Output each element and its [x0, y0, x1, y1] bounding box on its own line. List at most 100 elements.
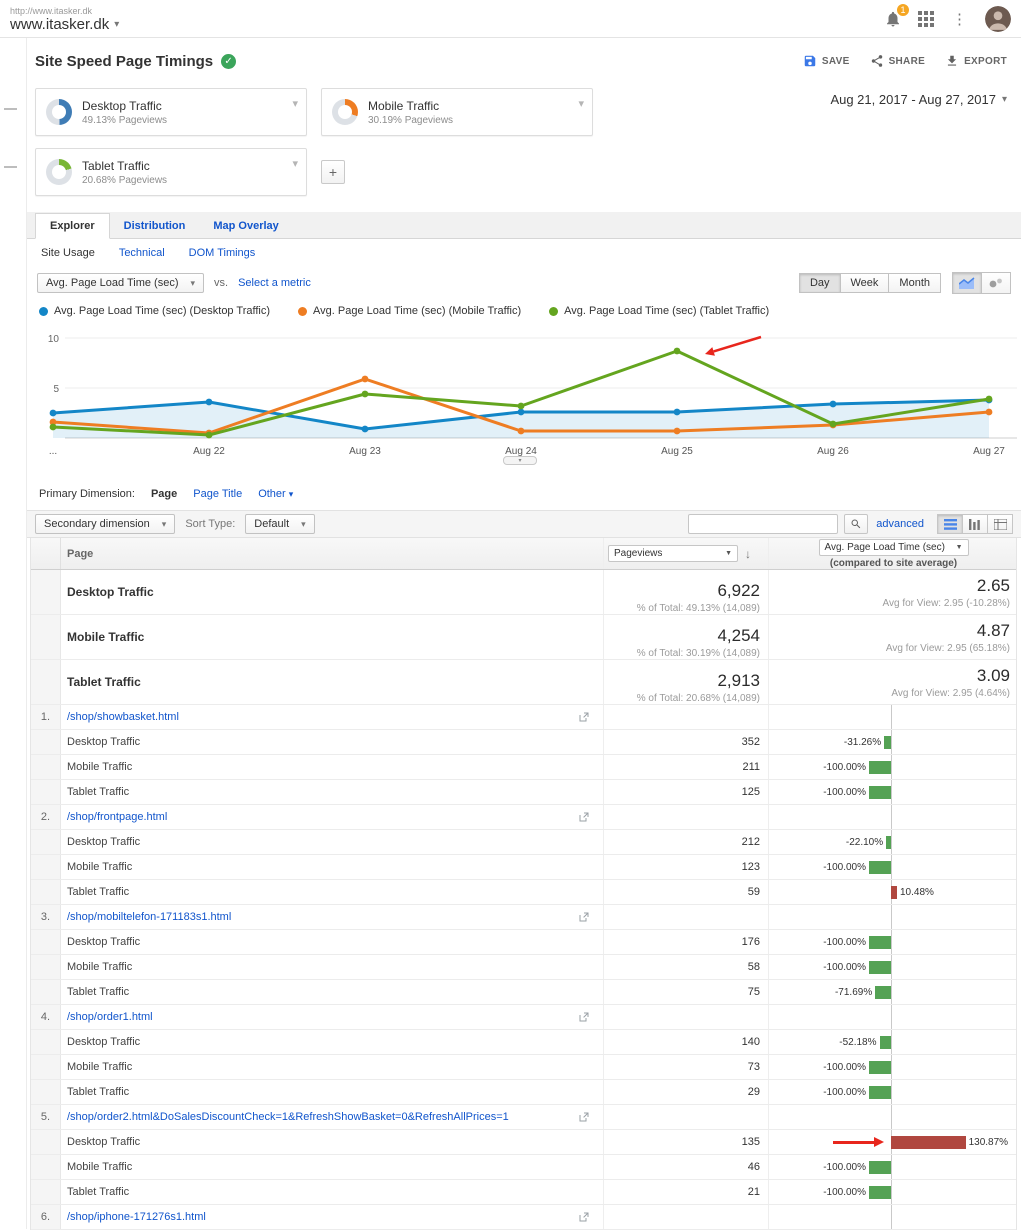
decrease-bar: [884, 735, 892, 749]
avatar[interactable]: [985, 5, 1011, 32]
bar-axis: [891, 805, 892, 829]
external-link-icon[interactable]: [579, 1212, 603, 1222]
export-button[interactable]: EXPORT: [945, 54, 1007, 68]
save-button[interactable]: SAVE: [803, 54, 850, 68]
metric-cell: -100.00%: [768, 780, 1018, 804]
legend-label: Avg. Page Load Time (sec) (Mobile Traffi…: [313, 305, 522, 317]
data-point: [49, 423, 57, 431]
sort-direction-icon[interactable]: ↓: [745, 546, 751, 561]
data-point: [829, 400, 837, 408]
share-button[interactable]: SHARE: [870, 54, 926, 68]
account-selector[interactable]: www.itasker.dk ▾: [10, 16, 119, 33]
decrease-bar: [879, 1035, 892, 1049]
subtab-technical[interactable]: Technical: [118, 246, 165, 259]
external-link-icon[interactable]: [579, 712, 603, 722]
dimension-page-title[interactable]: Page Title: [193, 488, 243, 500]
search-input[interactable]: [688, 514, 839, 534]
tab-map-overlay[interactable]: Map Overlay: [213, 220, 279, 232]
data-point: [673, 408, 681, 416]
motion-chart-view-button[interactable]: [981, 272, 1011, 294]
granularity-week-button[interactable]: Week: [839, 273, 890, 293]
pageviews-column-selector[interactable]: Pageviews ▼: [608, 545, 738, 562]
annotation-arrow: [833, 1137, 884, 1146]
external-link-icon[interactable]: [579, 1112, 603, 1122]
notifications-button[interactable]: 1: [884, 2, 910, 28]
segment-name: Desktop Traffic: [67, 736, 141, 748]
x-tick-label: Aug 27: [973, 446, 1005, 457]
row-number-cell: [31, 930, 61, 954]
page-link[interactable]: /shop/mobiltelefon-171183s1.html: [67, 911, 232, 923]
chevron-down-icon[interactable]: ▾: [578, 98, 584, 110]
data-point: [205, 431, 213, 439]
timeline-handle[interactable]: ▾: [503, 456, 537, 465]
table-header-row: Page Pageviews ▼ ↓ Avg. Page Load Time (…: [31, 538, 1016, 570]
page-link[interactable]: /shop/iphone-171276s1.html: [67, 1211, 206, 1223]
chevron-down-icon: ▾: [301, 518, 306, 529]
column-header-page[interactable]: Page: [67, 547, 94, 560]
dimension-other[interactable]: Other ▾: [258, 488, 294, 500]
subtab-dom-timings[interactable]: DOM Timings: [188, 246, 256, 259]
comparison-percent-label: -100.00%: [823, 1161, 867, 1173]
row-number-cell: [31, 730, 61, 754]
metric-cell: [768, 1005, 1018, 1029]
select-metric-link[interactable]: Select a metric: [238, 277, 311, 289]
secondary-dimension-button[interactable]: Secondary dimension ▾: [35, 514, 176, 534]
page-link[interactable]: /shop/showbasket.html: [67, 711, 179, 723]
search-button[interactable]: [844, 514, 869, 534]
subtab-site-usage[interactable]: Site Usage: [41, 246, 95, 259]
line-chart-view-button[interactable]: [952, 272, 982, 294]
select-caret-icon: ▼: [955, 543, 963, 551]
pageviews-total: 4,254: [717, 626, 760, 645]
overflow-menu-button[interactable]: ⋮: [952, 10, 967, 28]
segment-card-tablet[interactable]: Tablet Traffic 20.68% Pageviews ▾: [35, 148, 307, 196]
data-point: [985, 408, 993, 416]
dimension-page[interactable]: Page: [150, 488, 178, 500]
advanced-search-link[interactable]: advanced: [876, 518, 924, 530]
tab-distribution[interactable]: Distribution: [123, 220, 186, 232]
segment-card-desktop[interactable]: Desktop Traffic 49.13% Pageviews ▾: [35, 88, 307, 136]
sort-type-dropdown[interactable]: Default ▾: [245, 514, 315, 534]
pivot-view-button[interactable]: [987, 514, 1013, 534]
decrease-bar: [869, 1185, 892, 1199]
page-link[interactable]: /shop/frontpage.html: [67, 811, 168, 823]
timeline-chart[interactable]: 5 10... Aug 22 Aug 23 Aug 24 Aug 25 Aug 26 Aug …: [31, 328, 1021, 465]
pageviews-cell: [603, 1005, 768, 1029]
segment-row: Mobile Traffic 73 -100.00%: [31, 1055, 1016, 1080]
metric-bar: Avg. Page Load Time (sec) ▾ vs. Select a…: [27, 266, 1021, 300]
chevron-down-icon[interactable]: ▾: [292, 98, 298, 110]
page-link[interactable]: /shop/order1.html: [67, 1011, 153, 1023]
report-table: Page Pageviews ▼ ↓ Avg. Page Load Time (…: [30, 538, 1017, 1230]
page-cell: /shop/showbasket.html: [61, 705, 603, 729]
summary-row: Desktop Traffic 6,922 % of Total: 49.13% (…: [31, 570, 1016, 615]
verified-badge-icon: ✓: [221, 53, 237, 69]
granularity-day-button[interactable]: Day: [798, 273, 841, 293]
date-range-selector[interactable]: Aug 21, 2017 - Aug 27, 2017 ▾: [830, 92, 1007, 107]
x-tick-label: Aug 25: [661, 446, 693, 457]
apps-grid-button[interactable]: [918, 10, 934, 27]
avatar-image: [985, 5, 1011, 32]
external-link-icon[interactable]: [579, 812, 603, 822]
external-link-icon[interactable]: [579, 1012, 603, 1022]
metric-column-selector[interactable]: Avg. Page Load Time (sec) ▼: [818, 538, 969, 556]
metric-dropdown[interactable]: Avg. Page Load Time (sec) ▾: [37, 273, 205, 293]
tab-explorer[interactable]: Explorer: [35, 213, 110, 239]
bar-axis: [891, 1005, 892, 1029]
comparison-view-button[interactable]: [962, 514, 988, 534]
chevron-down-icon[interactable]: ▾: [292, 158, 298, 170]
granularity-month-button[interactable]: Month: [888, 273, 941, 293]
x-tick-label: Aug 26: [817, 446, 849, 457]
external-link-icon[interactable]: [579, 912, 603, 922]
metric-cell: -31.26%: [768, 730, 1018, 754]
segment-row: Desktop Traffic 176 -100.00%: [31, 930, 1016, 955]
add-segment-button[interactable]: +: [321, 160, 345, 184]
bar-axis: [891, 930, 892, 954]
bar-axis: [891, 780, 892, 804]
metric-total: 3.09: [976, 665, 1010, 685]
column-header-pageviews: Pageviews ▼ ↓: [603, 538, 768, 569]
search-icon: [851, 519, 861, 529]
data-view-button[interactable]: [937, 514, 963, 534]
page-link[interactable]: /shop/order2.html&DoSalesDiscountCheck=1…: [67, 1111, 509, 1123]
segment-card-mobile[interactable]: Mobile Traffic 30.19% Pageviews ▾: [321, 88, 593, 136]
comparison-percent-label: -100.00%: [823, 1186, 867, 1198]
metric-cell: [768, 1205, 1018, 1229]
